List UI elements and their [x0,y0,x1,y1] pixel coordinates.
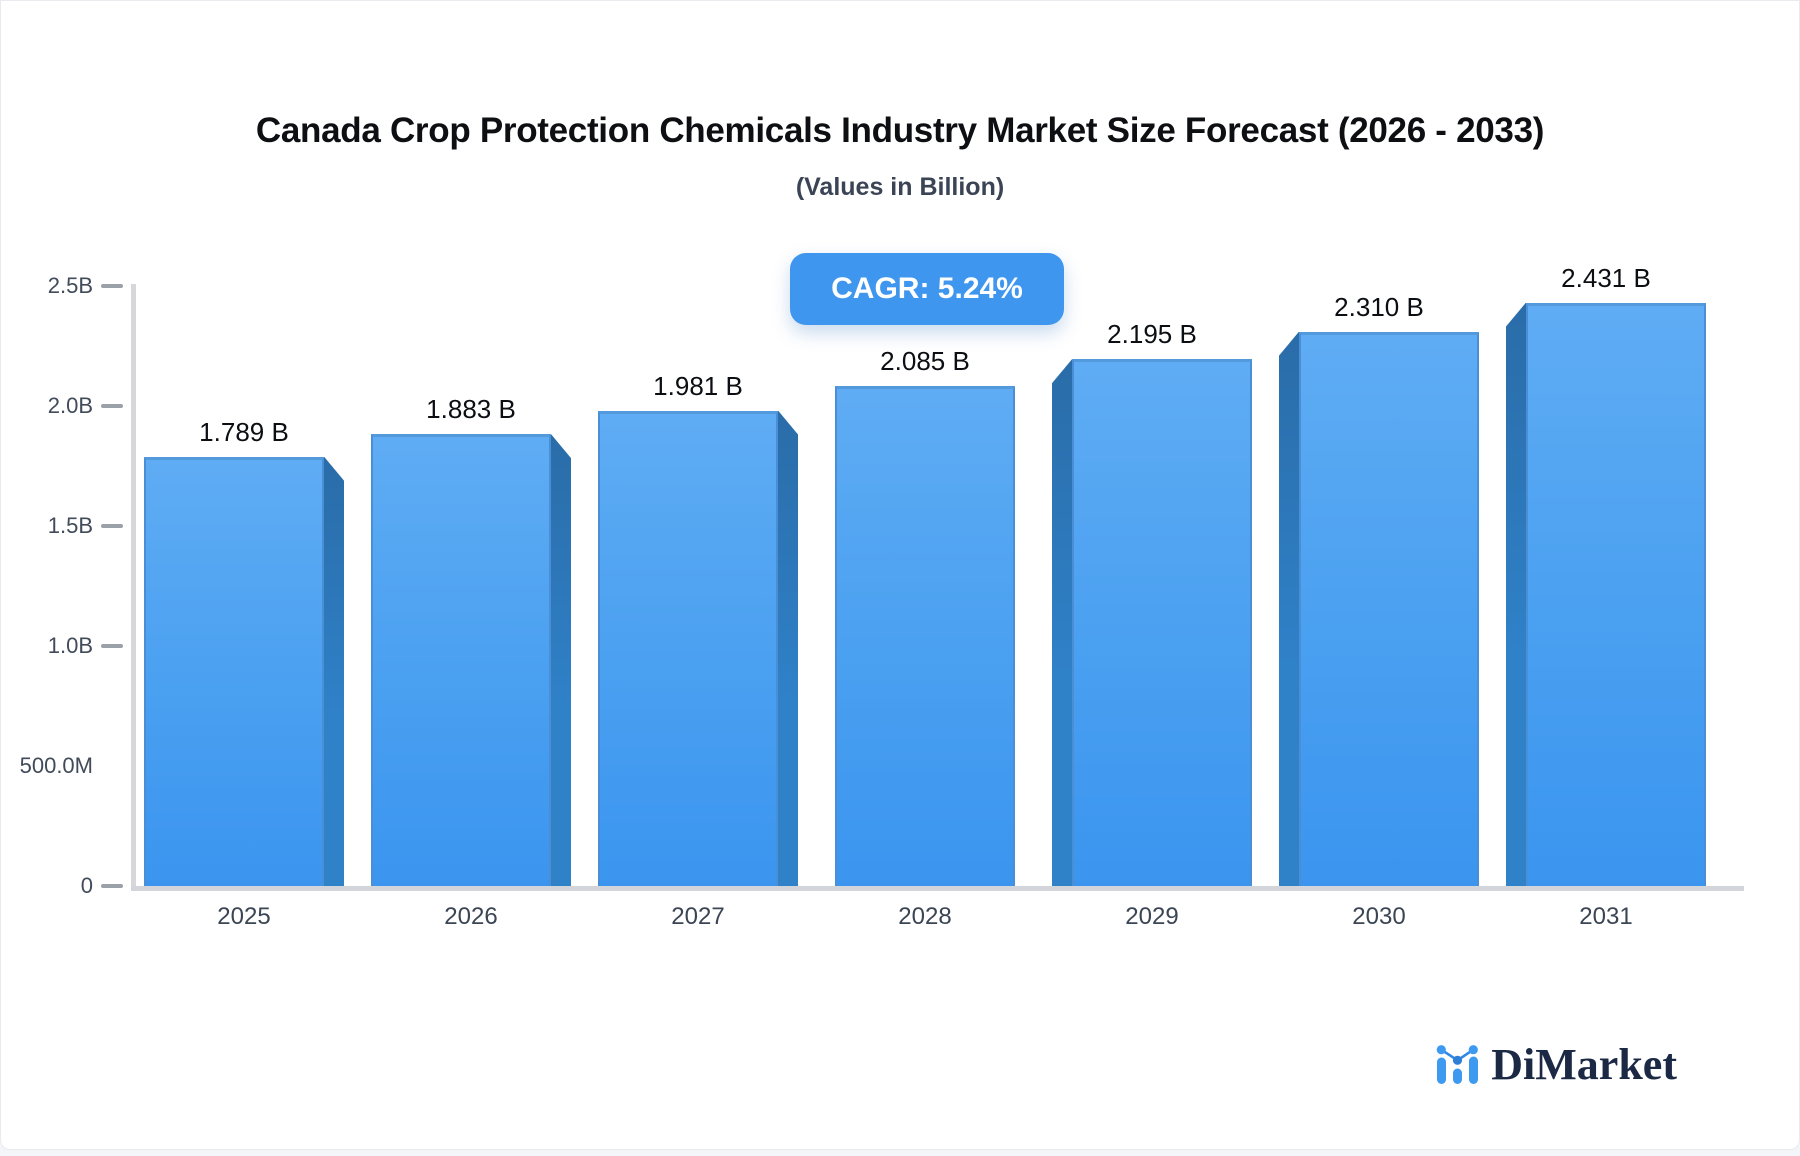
y-tick-label: 2.0B [47,393,93,418]
x-axis-label: 2025 [217,903,271,930]
x-axis-label: 2027 [671,903,725,930]
bar-3d-side-2026 [551,434,571,886]
y-axis-line [131,284,136,891]
y-tick-label: 1.0B [47,633,93,658]
x-axis-line [131,886,1744,891]
y-tick-dash [101,524,123,528]
x-axis-label: 2029 [1125,903,1179,930]
bar-2028 [835,385,1015,886]
bar-2030 [1299,331,1479,886]
x-axis-label: 2026 [444,903,498,930]
y-tick-label: 0 [80,873,93,898]
x-axis-label: 2030 [1352,903,1406,930]
chart-subtitle: (Values in Billion) [795,173,1005,201]
bar-3d-side-2029 [1052,359,1072,886]
bar-3d-side-2025 [324,456,344,886]
bar-value-label: 2.431 B [1561,262,1651,293]
bar-2026 [371,434,551,886]
y-tick-label: 500.0M [19,753,93,778]
y-tick-dash [101,884,123,888]
x-axis-label: 2031 [1579,903,1633,930]
cagr-badge: CAGR: 5.24% [790,253,1064,325]
y-tick-label: 2.5B [47,273,93,298]
bar-2025 [144,456,324,886]
y-tick-dash [101,284,123,288]
mini-bar-chart-icon [1436,1045,1479,1084]
bar-value-label: 2.085 B [880,345,970,376]
bar-3d-side-2031 [1506,302,1526,886]
x-axis-label: 2028 [898,903,952,930]
bar-2031 [1526,302,1706,886]
y-tick-label: 1.5B [47,513,93,538]
bar-2027 [598,410,778,886]
bar-value-label: 1.883 B [426,394,516,425]
bar-value-label: 2.195 B [1107,319,1197,350]
brand-name: DiMarket [1491,1040,1677,1089]
bar-value-label: 1.981 B [653,370,743,401]
bar-value-label: 1.789 B [199,416,289,447]
brand-logo: DiMarket [1435,1043,1677,1087]
bar-2029 [1072,359,1252,886]
bar-3d-side-2027 [778,410,798,886]
bar-3d-side-2030 [1279,331,1299,886]
bar-value-label: 2.310 B [1334,291,1424,322]
chart-title: Canada Crop Protection Chemicals Industr… [255,111,1545,150]
y-tick-dash [101,644,123,648]
y-tick-dash [101,404,123,408]
